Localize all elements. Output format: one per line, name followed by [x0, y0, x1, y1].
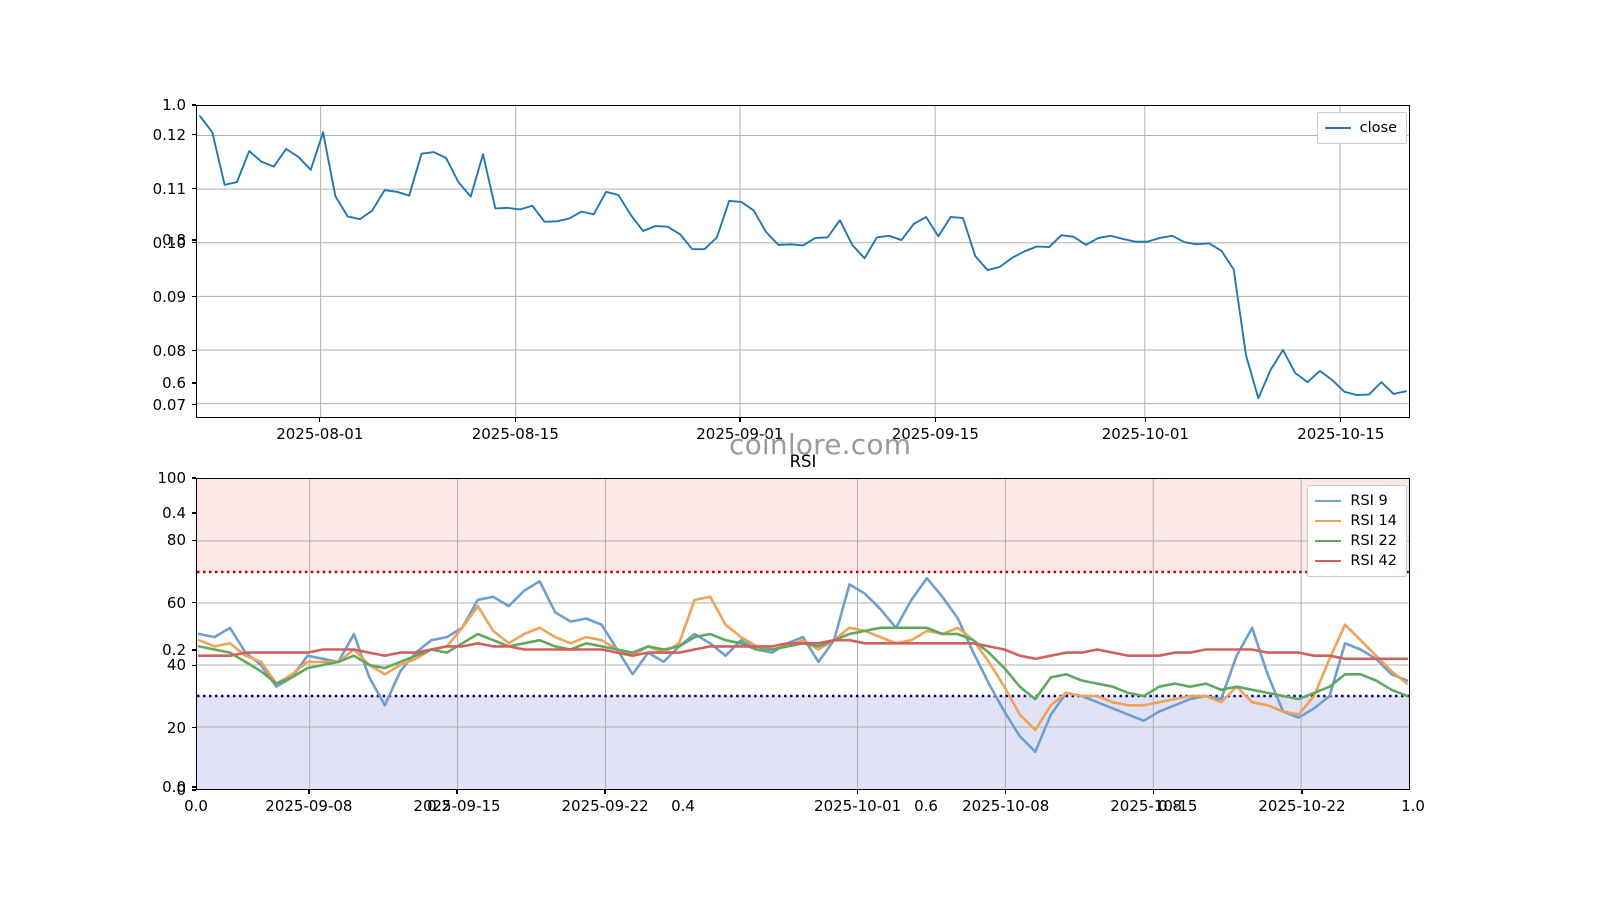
price-y-tick-label: 0.08 [152, 341, 186, 360]
rsi-x-tick-label: 2025-09-08 [265, 797, 353, 815]
price-y-tick-mark [192, 241, 196, 244]
rsi-y-tick-label: 20 [166, 718, 186, 737]
watermark: coinlore.com [729, 428, 912, 461]
rsi-y-tick-mark [192, 789, 196, 791]
price-secondary-y-tick-mark [192, 382, 196, 384]
price-y-tick-mark [192, 295, 196, 298]
rsi-x-tick-mark [1301, 790, 1303, 794]
rsi-y-tick-mark [192, 477, 196, 479]
rsi-x-tick-mark [856, 790, 859, 794]
price-y-tick-label: 0.09 [152, 287, 186, 306]
rsi-secondary-x-tick-label: 0.2 [427, 797, 451, 815]
rsi-secondary-x-tick-label: 0.0 [184, 797, 208, 815]
rsi-x-tick-label: 2025-09-22 [561, 797, 649, 815]
price-x-tick-mark [319, 418, 321, 422]
legend-swatch-close [1324, 127, 1351, 129]
legend-item-rsi-42[interactable]: RSI 42 [1315, 551, 1397, 571]
rsi-secondary-x-tick-label: 0.8 [1158, 797, 1182, 815]
rsi-x-tick-label: 2025-10-15 [1110, 797, 1198, 815]
price-x-tick-label: 2025-08-15 [471, 425, 559, 443]
rsi-y-tick-label: 100 [157, 469, 186, 487]
rsi-secondary-y-tick-label: 0.4 [162, 504, 186, 522]
price-secondary-y-tick-label: 0.6 [162, 374, 186, 392]
price-secondary-y-tick-label: 1.0 [162, 96, 186, 114]
rsi-x-tick-mark [604, 790, 606, 794]
legend-label: RSI 14 [1350, 513, 1397, 529]
price-y-tick-label: 0.11 [152, 179, 186, 198]
price-y-tick-mark [192, 403, 196, 406]
rsi-x-tick-label: 2025-10-01 [814, 797, 902, 815]
rsi-y-tick-label: 40 [166, 656, 186, 675]
rsi-secondary-x-tick-label: 0.4 [671, 797, 695, 815]
rsi-x-tick-label: 2025-09-15 [413, 797, 501, 815]
price-x-tick-mark [739, 418, 741, 422]
price-secondary-y-tick-mark [192, 239, 196, 241]
rsi-y-tick-mark [192, 539, 196, 542]
price-secondary-y-tick-mark [192, 104, 196, 106]
price-x-tick-label: 2025-10-15 [1297, 425, 1385, 443]
price-x-tick-label: 2025-09-01 [696, 425, 784, 443]
rsi-secondary-y-tick-mark [192, 512, 196, 514]
rsi-secondary-y-tick-label: 0.2 [162, 641, 186, 659]
rsi-x-tick-mark [308, 790, 310, 794]
rsi-panel-title: RSI [789, 452, 817, 471]
rsi-y-tick-label: 80 [166, 531, 186, 550]
price-y-tick-label: 0.12 [152, 125, 186, 144]
legend-item-rsi-14[interactable]: RSI 14 [1315, 511, 1397, 531]
legend-item-rsi-22[interactable]: RSI 22 [1315, 531, 1397, 551]
legend-label: RSI 42 [1350, 553, 1397, 569]
rsi-x-tick-label: 2025-10-08 [962, 797, 1050, 815]
price-y-tick-label: 0.10 [152, 233, 186, 252]
legend-item-rsi-9[interactable]: RSI 9 [1315, 491, 1397, 511]
rsi-y-tick-label: 60 [166, 593, 186, 612]
rsi-y-tick-mark [192, 602, 196, 604]
rsi-plot-area [197, 479, 1409, 789]
rsi-chart-panel: RSI 9 RSI 14 RSI 22 RSI 42 [196, 478, 1410, 790]
price-y-tick-label: 0.07 [152, 395, 186, 414]
legend-item-close[interactable]: close [1324, 118, 1397, 138]
rsi-y-tick-mark [192, 726, 196, 729]
price-x-tick-label: 2025-09-15 [891, 425, 979, 443]
price-plot-area [197, 106, 1409, 417]
legend-label: RSI 9 [1350, 493, 1388, 509]
rsi-x-tick-label: 2025-10-22 [1258, 797, 1346, 815]
rsi-x-tick-mark [456, 790, 458, 794]
price-legend: close [1316, 112, 1407, 144]
rsi-x-tick-mark [1153, 790, 1155, 794]
price-y-tick-mark [192, 349, 196, 352]
rsi-x-tick-mark [1005, 790, 1007, 794]
price-y-tick-mark [192, 187, 196, 190]
legend-swatch-rsi-9 [1315, 500, 1342, 502]
price-chart-panel: close [196, 105, 1410, 418]
rsi-secondary-x-tick-label: 0.6 [914, 797, 938, 815]
legend-swatch-rsi-14 [1315, 520, 1342, 522]
price-x-tick-mark [1340, 418, 1342, 422]
price-x-tick-mark [934, 418, 936, 422]
price-x-tick-mark [514, 418, 516, 422]
legend-swatch-rsi-42 [1315, 560, 1342, 562]
price-secondary-y-tick-label: 0.8 [162, 231, 186, 249]
legend-swatch-rsi-22 [1315, 540, 1342, 542]
price-x-tick-label: 2025-10-01 [1101, 425, 1189, 443]
legend-label: close [1359, 120, 1397, 136]
rsi-legend: RSI 9 RSI 14 RSI 22 RSI 42 [1307, 485, 1407, 577]
rsi-secondary-y-tick-mark [192, 649, 196, 651]
price-x-tick-mark [1144, 418, 1146, 422]
price-x-tick-label: 2025-08-01 [276, 425, 364, 443]
rsi-secondary-y-tick-label: 0.0 [162, 778, 186, 796]
legend-label: RSI 22 [1350, 533, 1397, 549]
price-y-tick-mark [192, 134, 196, 136]
rsi-secondary-x-tick-label: 1.0 [1401, 797, 1425, 815]
rsi-y-tick-label: 0 [176, 781, 186, 799]
rsi-y-tick-mark [192, 664, 196, 666]
rsi-secondary-y-tick-mark [192, 786, 196, 788]
